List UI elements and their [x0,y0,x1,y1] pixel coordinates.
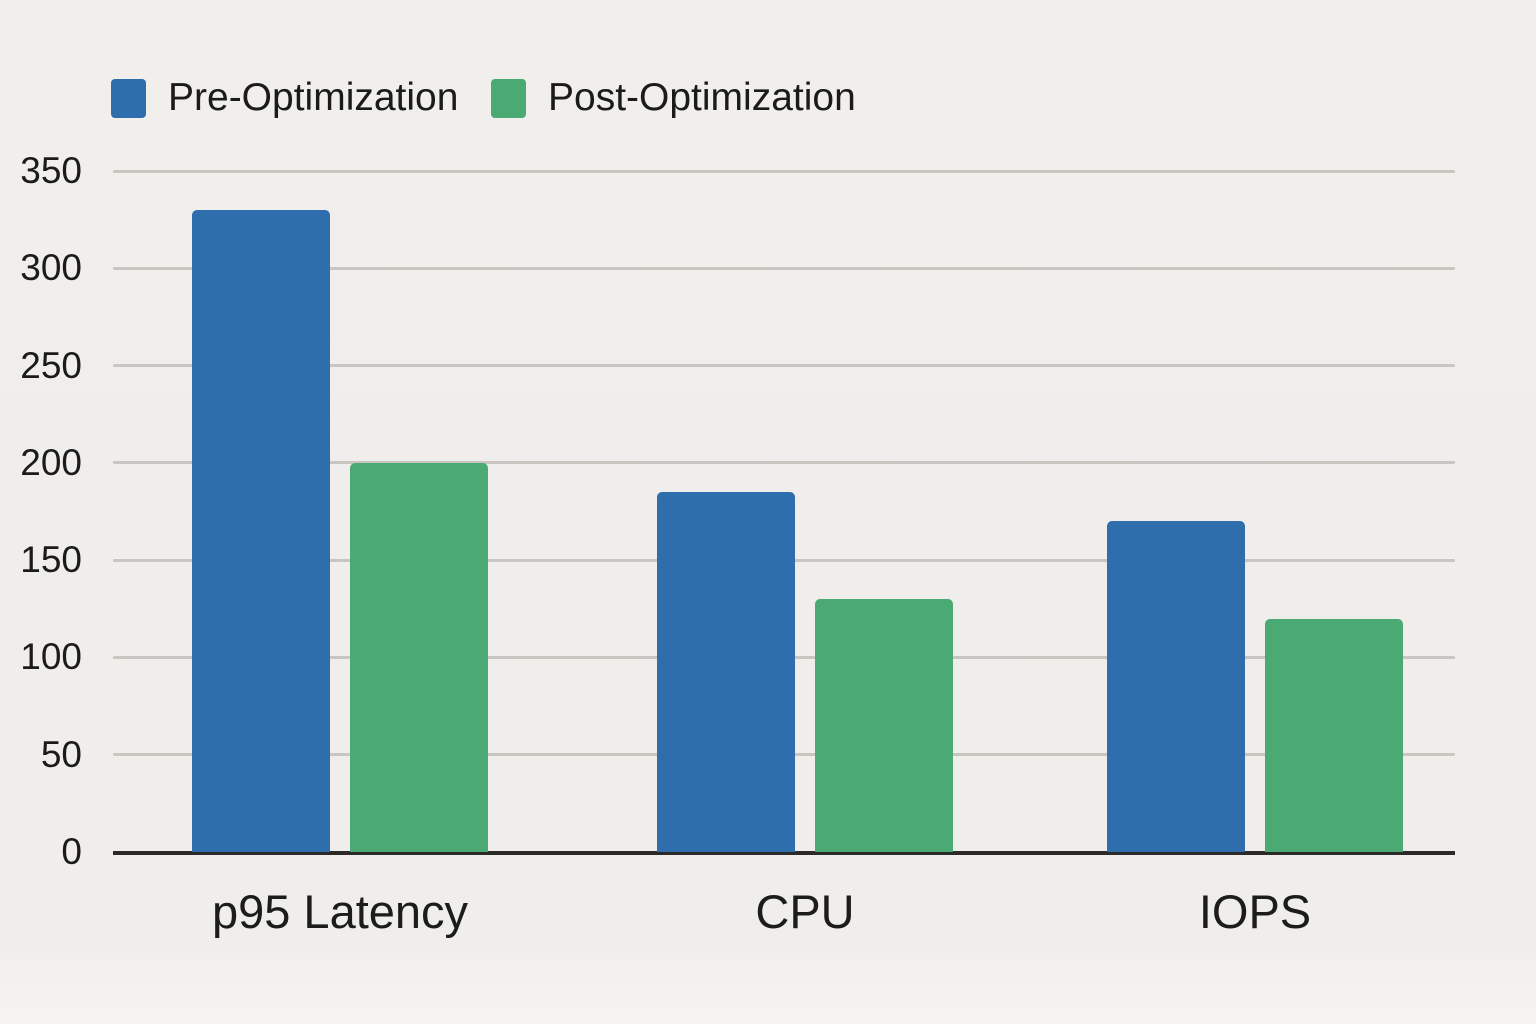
y-tick-label: 350 [20,150,82,191]
bar [657,492,795,852]
x-axis-line [113,851,1455,855]
bar [350,462,488,852]
y-tick-label: 150 [20,539,82,581]
gridline [113,266,1455,270]
post-optimization-swatch-icon [491,78,526,118]
bar [192,209,330,852]
category-label: IOPS [1198,885,1312,938]
y-tick-label: 250 [20,344,82,386]
y-tick-label: 200 [20,441,82,483]
gridline [113,364,1455,368]
category-label: CPU [755,885,855,938]
legend-item-post: Post-Optimization [491,76,856,120]
bar [1107,521,1245,852]
y-tick-label: 300 [20,247,82,289]
legend-item-pre: Pre-Optimization [111,76,458,120]
pre-optimization-swatch-icon [111,78,146,118]
category-label: p95 Latency [211,885,469,938]
y-tick-label: 100 [20,636,82,678]
bar [815,599,953,852]
legend-label-pre: Pre-Optimization [168,76,459,119]
legend-label-post: Post-Optimization [548,76,856,119]
y-tick-label: 0 [61,831,82,872]
gridline [113,169,1455,173]
gridline [113,461,1455,465]
y-tick-label: 50 [40,733,82,775]
bar [1265,618,1403,852]
